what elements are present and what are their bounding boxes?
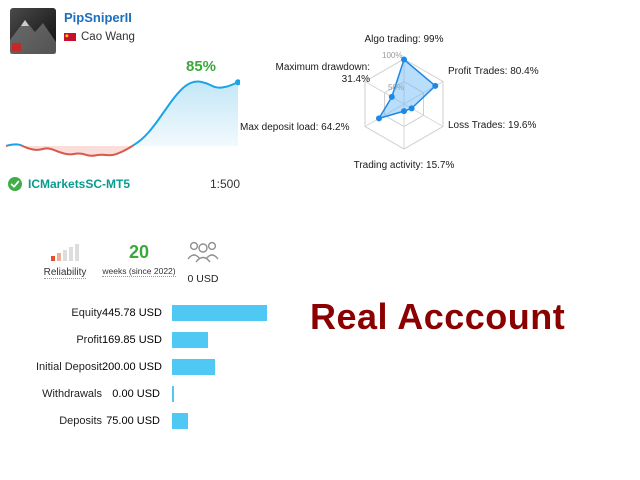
growth-chart-svg (5, 79, 241, 157)
row-label: Withdrawals (42, 387, 102, 400)
initial-deposit-bar (172, 358, 215, 375)
growth-percent-label: 85% (186, 58, 217, 75)
weeks-label[interactable]: weeks (since 2022) (102, 266, 176, 277)
row-bar (172, 412, 188, 429)
weeks-value: 20 (128, 242, 150, 262)
radar-ring-label-50: 50% (388, 83, 405, 92)
signal-quality-radar: Algo trading: 99% Profit Trades: 80.4% L… (240, 30, 555, 185)
real-account-watermark: Real Acccount (310, 296, 566, 337)
subscribers-stat: 0 USD (178, 238, 228, 285)
subscribers-funds: 0 USD (187, 273, 219, 285)
author-name: Cao Wang (81, 31, 135, 43)
equity-bar (172, 304, 267, 321)
avatar-image-icon (10, 8, 56, 54)
reliability-label[interactable]: Reliability (43, 267, 87, 279)
radar-svg (364, 56, 444, 150)
withdrawals-bar (172, 385, 174, 402)
table-row: Profit 169.85 USD (10, 326, 300, 353)
avatar (10, 8, 56, 54)
row-value: 200.00 USD (102, 360, 162, 373)
reliability-stat: Reliability (30, 243, 100, 280)
growth-line-positive (5, 80, 239, 146)
broker-row: ICMarketsSC-MT5 1:500 (8, 177, 240, 191)
row-bar (172, 304, 267, 321)
row-label: Equity (71, 306, 102, 319)
radar-label-trading-activity: Trading activity: 15.7% (353, 160, 455, 171)
country-flag-icon (64, 33, 76, 41)
weeks-stat: 20 weeks (since 2022) (99, 243, 179, 279)
verified-check-icon (8, 177, 22, 191)
radar-data-dots (376, 56, 439, 122)
row-bar (172, 385, 174, 402)
signal-name-link[interactable]: PipSniperII (64, 10, 132, 25)
table-row: Initial Deposit 200.00 USD (10, 353, 300, 380)
row-bar (172, 358, 215, 375)
profit-bar (172, 331, 209, 348)
reliability-bars-icon (30, 243, 100, 261)
row-bar (172, 331, 209, 348)
deposits-bar (172, 412, 188, 429)
row-value: 0.00 USD (112, 387, 160, 400)
radar-axes (364, 59, 444, 149)
table-row: Withdrawals 0.00 USD (10, 380, 300, 407)
broker-link[interactable]: ICMarketsSC-MT5 (28, 177, 131, 191)
row-value: 75.00 USD (106, 414, 160, 427)
radar-label-max-drawdown: Maximum drawdown: 31.4% (275, 62, 370, 85)
growth-area-positive (6, 81, 238, 146)
table-row: Deposits 75.00 USD (10, 407, 300, 434)
growth-end-dot (235, 79, 241, 86)
author-row: Cao Wang (64, 31, 135, 43)
radar-label-loss-trades: Loss Trades: 19.6% (448, 120, 537, 131)
growth-line-negative (6, 146, 135, 157)
account-funds-table: Equity 445.78 USD Profit 169.85 USD Init… (10, 299, 300, 434)
row-label: Initial Deposit (35, 360, 102, 373)
growth-chart: 85% (4, 56, 241, 176)
table-row: Equity 445.78 USD (10, 299, 300, 326)
leverage-value: 1:500 (209, 177, 240, 191)
radar-ring-label-100: 100% (382, 51, 403, 60)
row-label: Deposits (59, 414, 102, 427)
radar-label-algo-trading: Algo trading: 99% (364, 34, 444, 45)
row-value: 169.85 USD (102, 333, 162, 346)
subscribers-people-icon (187, 241, 219, 263)
row-label: Profit (76, 333, 102, 346)
radar-label-max-deposit-load: Max deposit load: 64.2% (240, 122, 350, 133)
row-value: 445.78 USD (102, 306, 162, 319)
radar-label-profit-trades: Profit Trades: 80.4% (448, 66, 539, 77)
